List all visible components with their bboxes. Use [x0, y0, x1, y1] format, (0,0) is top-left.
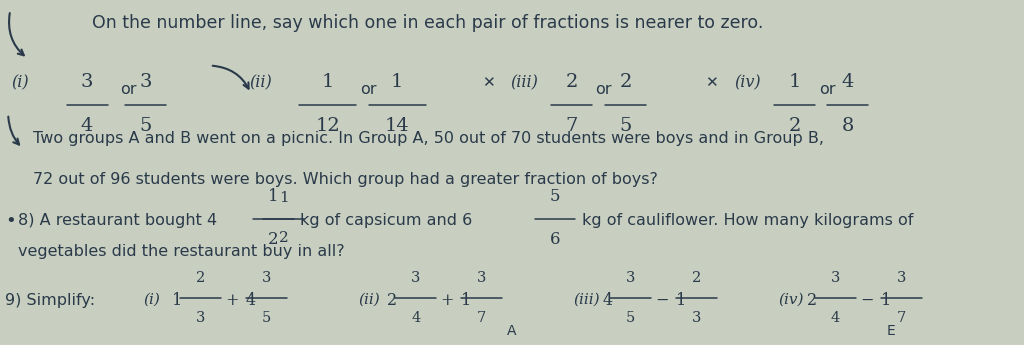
- Text: 2: 2: [620, 73, 632, 91]
- Text: 8) A restaurant bought 4: 8) A restaurant bought 4: [18, 213, 217, 228]
- Text: 5: 5: [626, 310, 636, 325]
- Text: +: +: [225, 292, 239, 309]
- Text: On the number line, say which one in each pair of fractions is nearer to zero.: On the number line, say which one in eac…: [92, 14, 764, 32]
- Text: 14: 14: [385, 117, 410, 135]
- Text: kg of cauliflower. How many kilograms of: kg of cauliflower. How many kilograms of: [582, 213, 913, 228]
- Text: (iii): (iii): [573, 293, 600, 307]
- Text: 9) Simplify:: 9) Simplify:: [5, 293, 95, 308]
- Text: +: +: [440, 292, 454, 309]
- Text: 4: 4: [830, 310, 841, 325]
- Text: (ii): (ii): [358, 293, 380, 307]
- Text: 7: 7: [565, 117, 578, 135]
- Text: 1: 1: [322, 73, 334, 91]
- Text: 2: 2: [387, 292, 397, 309]
- Text: (i): (i): [11, 74, 30, 91]
- Text: A: A: [507, 324, 517, 338]
- Text: 3: 3: [411, 270, 421, 285]
- Text: 1: 1: [461, 292, 471, 309]
- Text: 4: 4: [246, 292, 256, 309]
- Text: 6: 6: [550, 231, 560, 248]
- Text: −: −: [655, 292, 669, 309]
- Text: E: E: [887, 324, 895, 338]
- Text: or: or: [595, 82, 611, 97]
- Text: 3: 3: [261, 270, 271, 285]
- Text: 1: 1: [788, 73, 801, 91]
- Text: or: or: [120, 82, 136, 97]
- Text: 2: 2: [565, 73, 578, 91]
- Text: 4: 4: [842, 73, 854, 91]
- Text: 4: 4: [411, 310, 421, 325]
- Text: 72 out of 96 students were boys. Which group had a greater fraction of boys?: 72 out of 96 students were boys. Which g…: [33, 172, 657, 187]
- Text: 1: 1: [676, 292, 686, 309]
- Text: (i): (i): [143, 293, 160, 307]
- Text: or: or: [819, 82, 836, 97]
- Text: 2: 2: [196, 270, 206, 285]
- Text: (iv): (iv): [734, 74, 761, 91]
- Text: 3: 3: [139, 73, 152, 91]
- Text: kg of capsicum and 6: kg of capsicum and 6: [300, 213, 472, 228]
- Text: 5: 5: [261, 310, 271, 325]
- Text: 3: 3: [830, 270, 841, 285]
- Text: (iii): (iii): [510, 74, 539, 91]
- Text: 3: 3: [81, 73, 93, 91]
- Text: −: −: [860, 292, 873, 309]
- Text: Two groups A and B went on a picnic. In Group A, 50 out of 70 students were boys: Two groups A and B went on a picnic. In …: [33, 130, 823, 146]
- Text: 2: 2: [807, 292, 817, 309]
- Text: 3: 3: [626, 270, 636, 285]
- Text: 3: 3: [691, 310, 701, 325]
- Text: 1: 1: [268, 188, 279, 205]
- Text: 3: 3: [476, 270, 486, 285]
- Text: 2: 2: [268, 231, 279, 248]
- Text: 5: 5: [620, 117, 632, 135]
- Text: vegetables did the restaurant buy in all?: vegetables did the restaurant buy in all…: [18, 244, 345, 259]
- Text: (iv): (iv): [778, 293, 804, 307]
- Text: 5: 5: [139, 117, 152, 135]
- Text: •: •: [5, 212, 15, 230]
- Text: 1: 1: [391, 73, 403, 91]
- Text: or: or: [360, 82, 377, 97]
- Text: 2: 2: [279, 231, 289, 245]
- Text: 12: 12: [315, 117, 340, 135]
- Text: ✕: ✕: [706, 75, 718, 90]
- Text: 2: 2: [788, 117, 801, 135]
- Text: 1: 1: [279, 191, 289, 205]
- Text: 5: 5: [550, 188, 560, 205]
- Text: 7: 7: [476, 310, 486, 325]
- Text: 3: 3: [196, 310, 206, 325]
- Text: 2: 2: [691, 270, 701, 285]
- Text: 8: 8: [842, 117, 854, 135]
- Text: 4: 4: [81, 117, 93, 135]
- Text: 7: 7: [896, 310, 906, 325]
- Text: 1: 1: [881, 292, 891, 309]
- Text: ✕: ✕: [482, 75, 495, 90]
- Text: 4: 4: [602, 292, 612, 309]
- Text: 3: 3: [896, 270, 906, 285]
- Text: (ii): (ii): [250, 74, 272, 91]
- Text: 1: 1: [172, 292, 182, 309]
